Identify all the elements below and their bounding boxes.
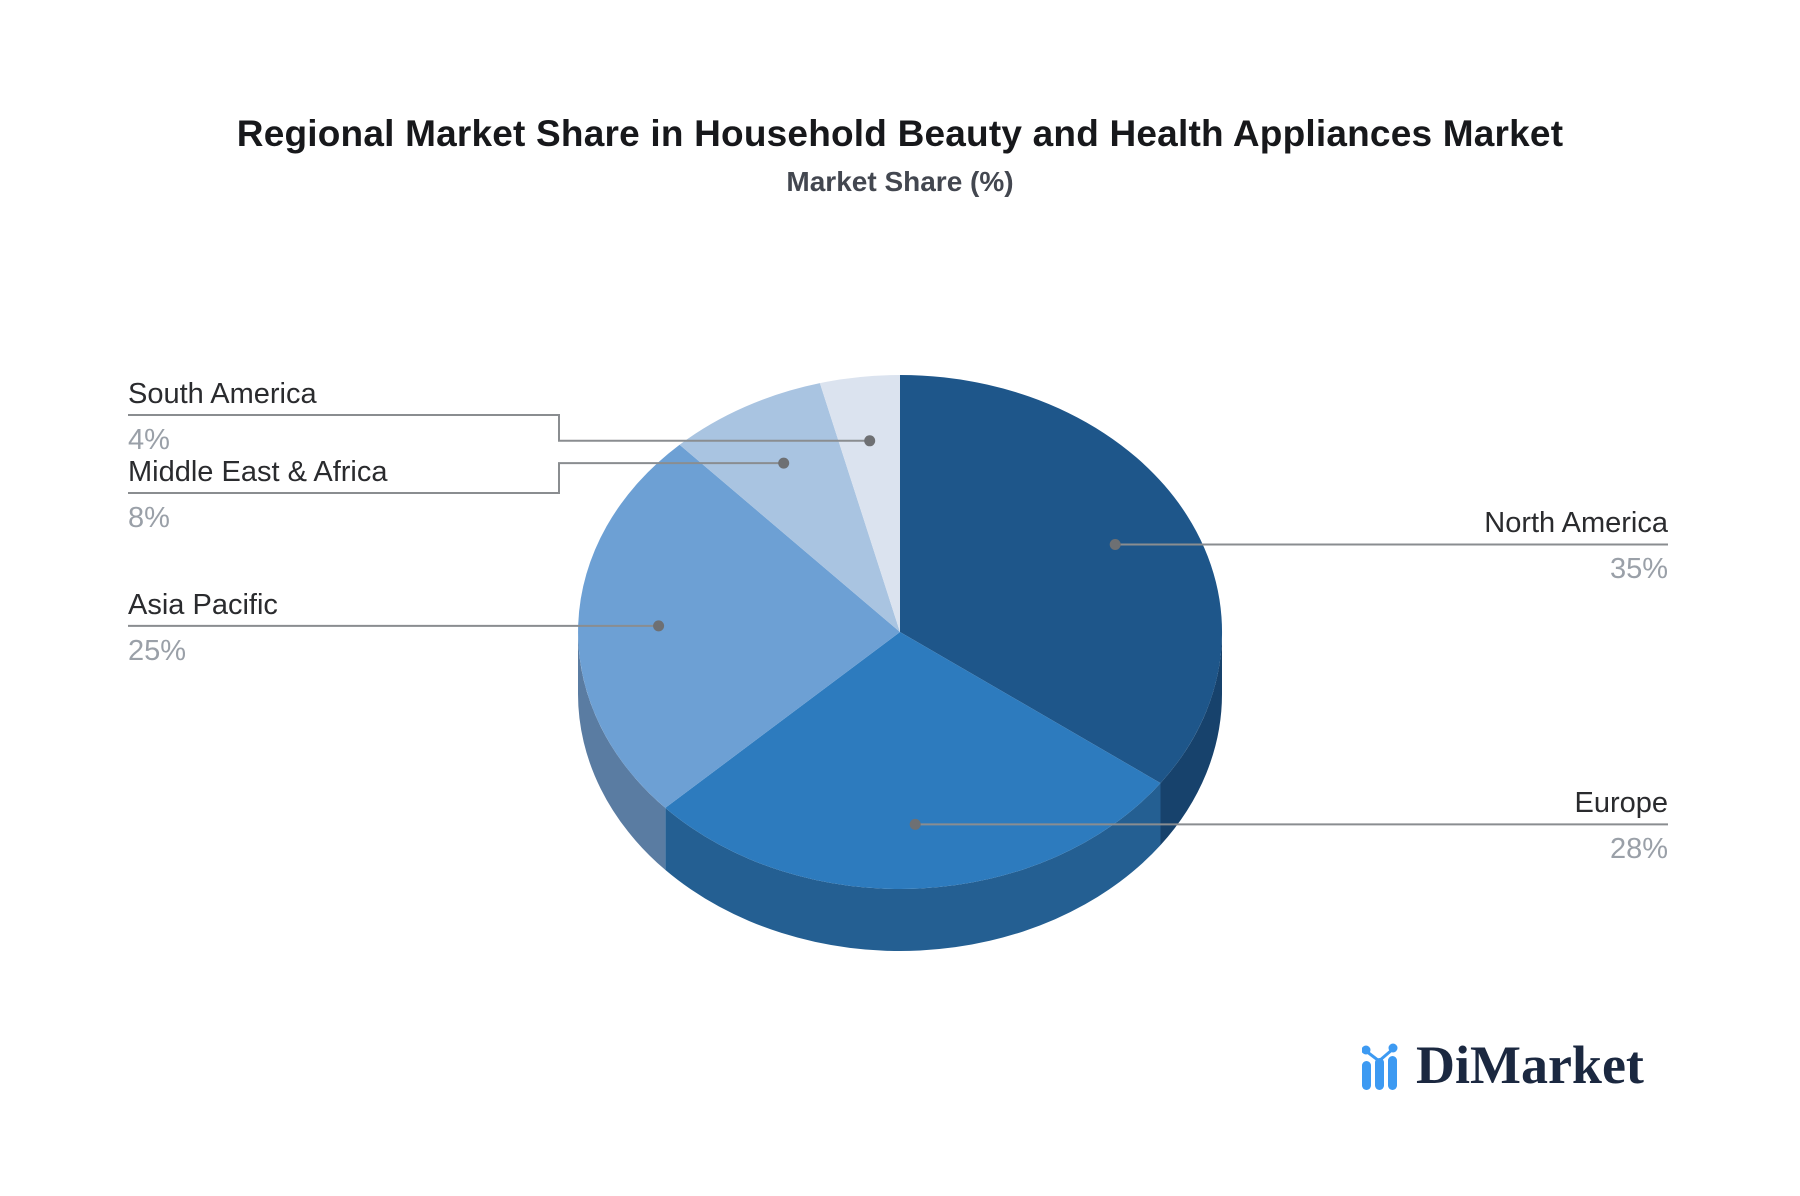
pie-slice-side-asia-pacific — [578, 632, 666, 870]
pie-slice-north-america — [900, 375, 1223, 784]
dimarket-logo: DiMarket — [1362, 1035, 1644, 1095]
slice-label-value: 28% — [1609, 833, 1668, 866]
slice-label-asia-pacific: Asia Pacific 25% — [128, 588, 588, 668]
leader-dot-asia-pacific — [653, 620, 665, 632]
slice-label-europe: Europe 28% — [1208, 786, 1668, 866]
dimarket-logo-icon — [1362, 1043, 1398, 1090]
pie-slice-side-north-america — [1160, 632, 1222, 846]
slice-label-value: 8% — [128, 502, 170, 534]
slice-label-value: 25% — [128, 634, 187, 667]
pie-slice-asia-pacific — [578, 444, 900, 808]
leader-dot-middle-east-africa — [778, 457, 790, 469]
leader-dot-north-america — [1109, 539, 1121, 550]
slice-label-middle-east-africa: Middle East & Africa 8% — [128, 455, 588, 535]
slice-label-name: North America — [1484, 507, 1668, 540]
slice-label-north-america: North America 35% — [1208, 506, 1668, 586]
slice-label-name: Asia Pacific — [128, 588, 278, 621]
brand-name: DiMarket — [1416, 1035, 1644, 1095]
pie-slice-side-europe — [665, 783, 1161, 951]
slice-label-value: 4% — [128, 424, 170, 456]
chart-subtitle: Market Share (%) — [786, 166, 1014, 197]
leader-line-south-america — [128, 414, 870, 442]
chart-title: Regional Market Share in Household Beaut… — [236, 113, 1564, 154]
slice-label-name: South America — [128, 378, 317, 410]
slice-label-name: Europe — [1574, 787, 1668, 820]
leader-dot-europe — [909, 818, 921, 830]
slice-label-value: 35% — [1609, 553, 1668, 586]
leader-dot-south-america — [864, 435, 876, 447]
slice-label-south-america: South America 4% — [128, 377, 588, 457]
leader-line-middle-east-africa — [128, 462, 784, 494]
pie-slice-middle-east-africa — [679, 383, 900, 632]
slice-label-name: Middle East & Africa — [128, 456, 388, 488]
pie-slice-south-america — [819, 375, 900, 632]
